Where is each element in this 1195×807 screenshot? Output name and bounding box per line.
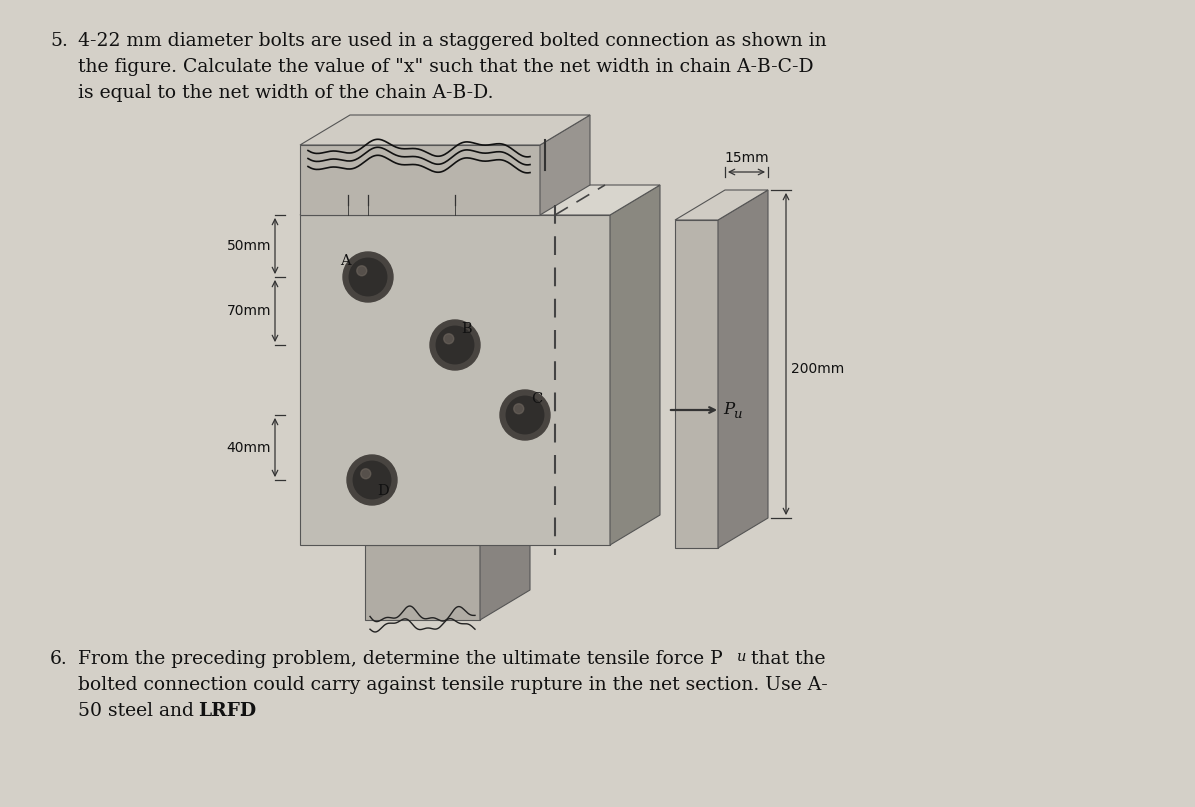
Circle shape [443, 334, 454, 344]
Text: 6.: 6. [50, 650, 68, 668]
Text: x: x [407, 178, 416, 192]
Circle shape [349, 258, 387, 295]
Circle shape [343, 252, 393, 302]
Text: bolted connection could carry against tensile rupture in the net section. Use A-: bolted connection could carry against te… [78, 676, 828, 694]
Text: 50mm: 50mm [227, 239, 271, 253]
Text: P: P [723, 402, 734, 419]
Text: 50 steel and: 50 steel and [78, 702, 200, 720]
Text: the figure. Calculate the value of "x" such that the net width in chain A-B-C-D: the figure. Calculate the value of "x" s… [78, 58, 814, 76]
Bar [300, 145, 540, 215]
Polygon shape [675, 190, 768, 220]
Text: 4-22 mm diameter bolts are used in a staggered bolted connection as shown in: 4-22 mm diameter bolts are used in a sta… [78, 32, 827, 50]
Text: u: u [737, 650, 747, 664]
Text: B: B [461, 322, 472, 336]
Polygon shape [300, 185, 660, 215]
Text: 35mm: 35mm [336, 178, 380, 192]
Circle shape [507, 396, 544, 433]
Bar [300, 215, 609, 545]
Text: A: A [341, 254, 350, 268]
Text: 70mm: 70mm [227, 304, 271, 318]
Text: C: C [531, 392, 543, 406]
Polygon shape [480, 515, 531, 620]
Text: 15mm: 15mm [724, 151, 768, 165]
Text: is equal to the net width of the chain A-B-D.: is equal to the net width of the chain A… [78, 84, 494, 102]
Bar [675, 220, 718, 548]
Circle shape [436, 326, 473, 364]
Text: 40mm: 40mm [227, 441, 271, 454]
Circle shape [430, 320, 480, 370]
Text: 5.: 5. [50, 32, 68, 50]
Text: .: . [238, 702, 244, 720]
Text: From the preceding problem, determine the ultimate tensile force P: From the preceding problem, determine th… [78, 650, 723, 668]
Text: LRFD: LRFD [198, 702, 256, 720]
Circle shape [354, 462, 391, 499]
Polygon shape [540, 115, 590, 215]
Polygon shape [300, 115, 590, 145]
Polygon shape [609, 185, 660, 545]
Text: that the: that the [744, 650, 826, 668]
Bar [364, 545, 480, 620]
Text: D: D [376, 484, 388, 498]
Circle shape [361, 469, 370, 479]
Circle shape [514, 404, 523, 414]
Text: 200mm: 200mm [791, 362, 844, 376]
Text: u: u [733, 408, 742, 421]
Circle shape [500, 390, 550, 440]
Polygon shape [364, 515, 531, 545]
Polygon shape [718, 190, 768, 548]
Circle shape [357, 266, 367, 276]
Circle shape [347, 455, 397, 505]
